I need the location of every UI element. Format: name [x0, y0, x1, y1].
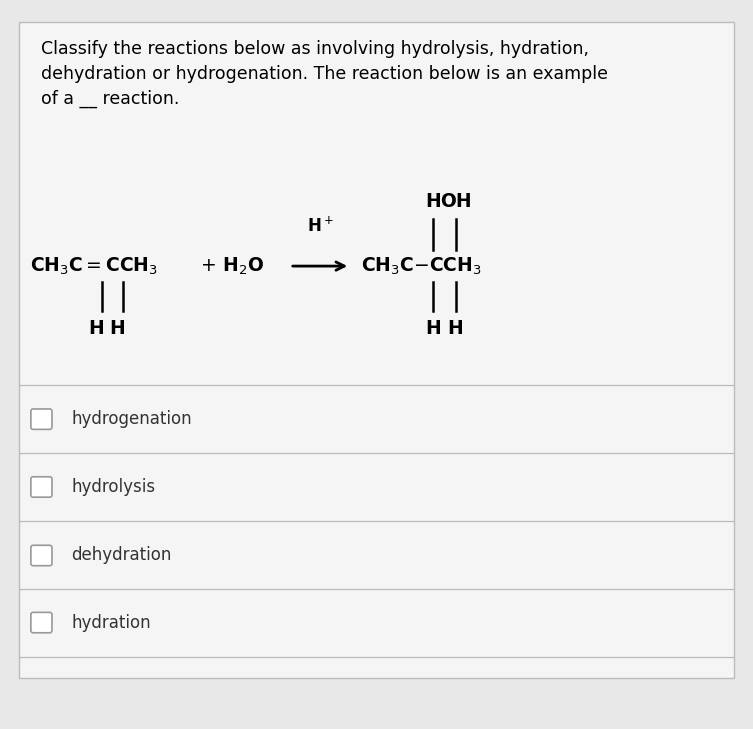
Text: dehydration: dehydration	[72, 547, 172, 564]
Text: hydration: hydration	[72, 614, 151, 631]
Text: H: H	[448, 319, 463, 338]
Text: OH: OH	[440, 192, 471, 211]
FancyBboxPatch shape	[31, 612, 52, 633]
Text: H: H	[89, 319, 104, 338]
Text: Classify the reactions below as involving hydrolysis, hydration,
dehydration or : Classify the reactions below as involvin…	[41, 40, 608, 109]
FancyBboxPatch shape	[31, 477, 52, 497]
Text: hydrolysis: hydrolysis	[72, 478, 156, 496]
Text: CH$_3$C$-$CCH$_3$: CH$_3$C$-$CCH$_3$	[361, 255, 482, 277]
FancyBboxPatch shape	[31, 409, 52, 429]
Text: $+$ H$_2$O: $+$ H$_2$O	[200, 255, 264, 277]
Text: hydrogenation: hydrogenation	[72, 410, 192, 428]
Text: H$^+$: H$^+$	[306, 217, 334, 235]
Text: H: H	[425, 319, 441, 338]
FancyBboxPatch shape	[31, 545, 52, 566]
FancyBboxPatch shape	[19, 22, 734, 678]
Text: H: H	[110, 319, 125, 338]
Text: H: H	[425, 192, 441, 211]
Text: CH$_3$C$=$CCH$_3$: CH$_3$C$=$CCH$_3$	[30, 255, 158, 277]
